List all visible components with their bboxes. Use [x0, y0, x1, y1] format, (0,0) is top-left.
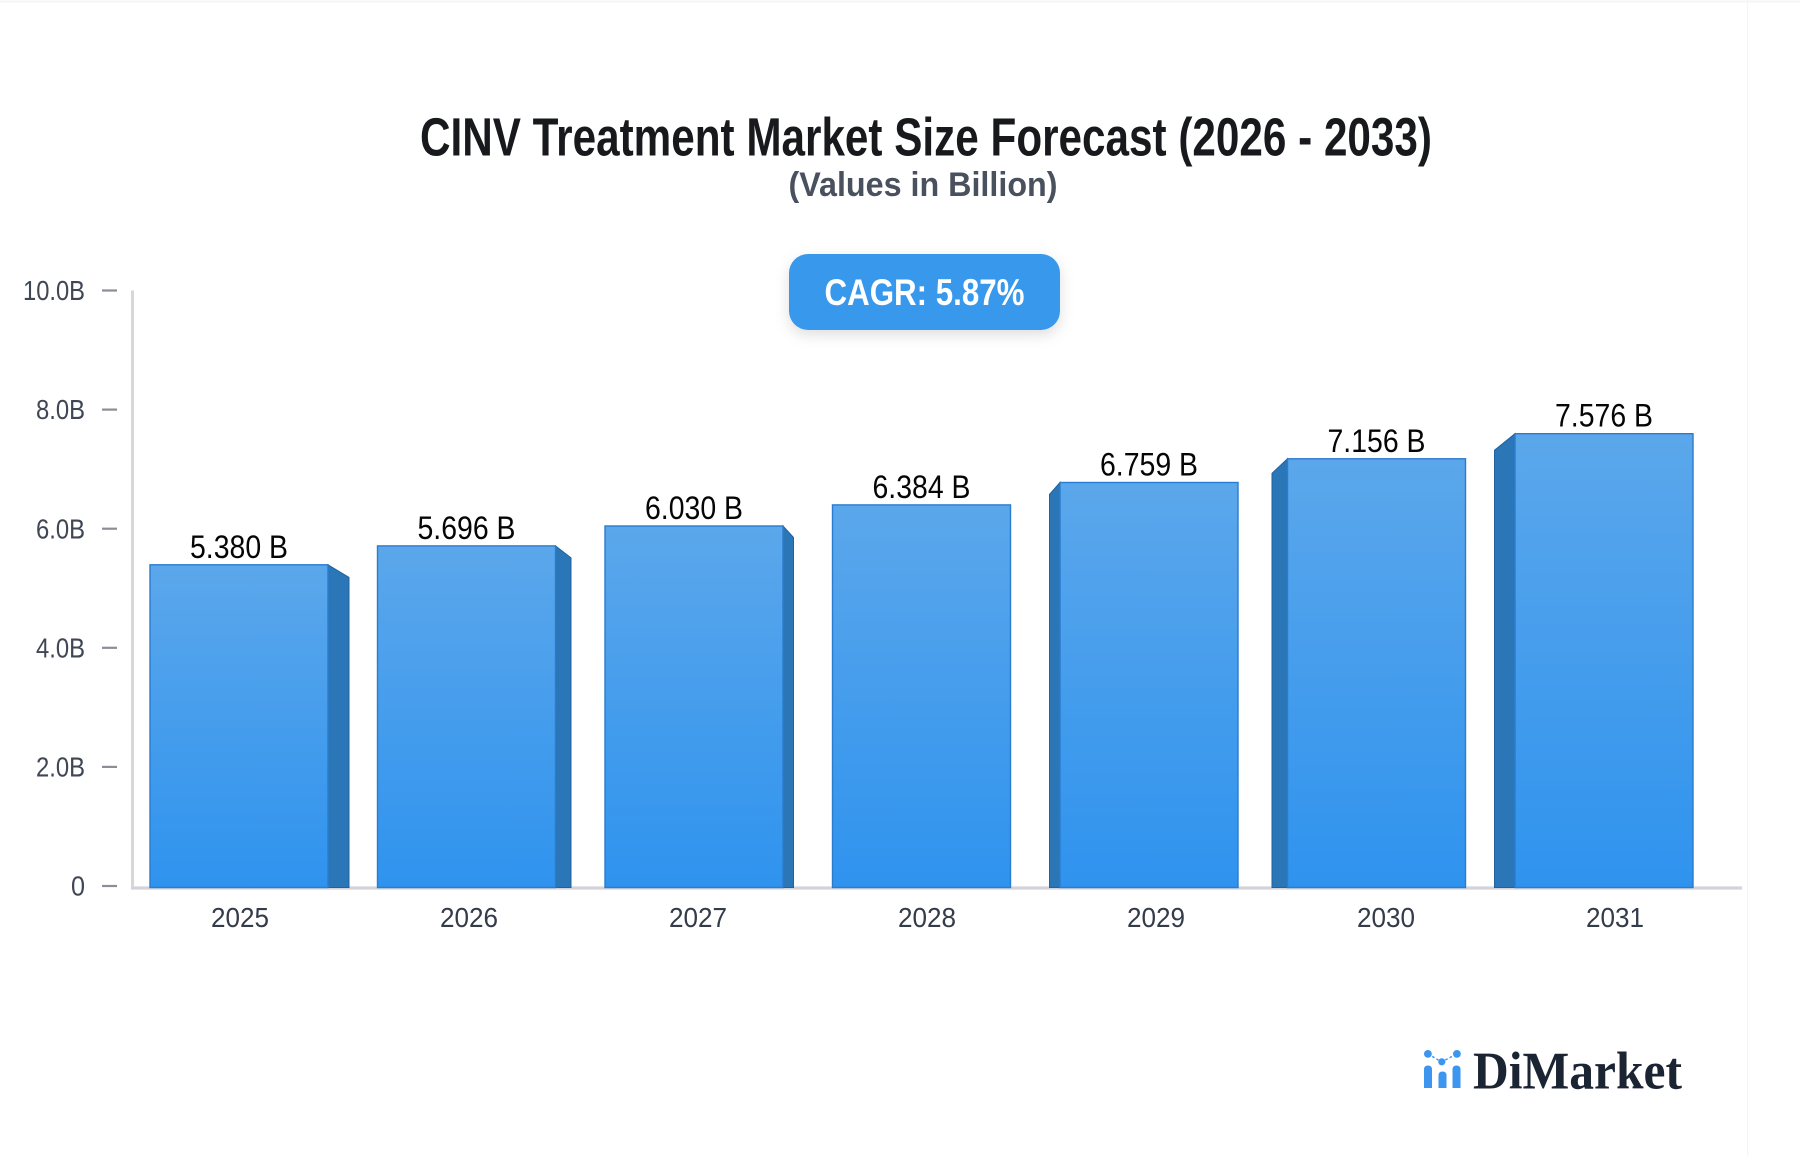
svg-text:7.576 B: 7.576 B — [1555, 398, 1653, 434]
svg-text:4.0B: 4.0B — [36, 632, 85, 663]
svg-text:(Values in Billion): (Values in Billion) — [789, 166, 1058, 204]
svg-text:DiMarket: DiMarket — [1473, 1043, 1682, 1101]
svg-text:2026: 2026 — [440, 902, 498, 933]
svg-text:5.380 B: 5.380 B — [190, 529, 288, 565]
svg-text:6.384 B: 6.384 B — [873, 469, 971, 505]
svg-text:CAGR: 5.87%: CAGR: 5.87% — [825, 272, 1025, 313]
svg-text:2025: 2025 — [211, 902, 269, 933]
svg-text:2.0B: 2.0B — [36, 752, 85, 783]
svg-text:2031: 2031 — [1586, 902, 1644, 933]
svg-text:5.696 B: 5.696 B — [418, 510, 516, 546]
svg-text:8.0B: 8.0B — [36, 394, 85, 425]
svg-text:2029: 2029 — [1127, 902, 1185, 933]
svg-text:10.0B: 10.0B — [23, 275, 85, 306]
svg-text:2030: 2030 — [1357, 902, 1415, 933]
svg-text:7.156 B: 7.156 B — [1328, 423, 1426, 459]
svg-text:6.0B: 6.0B — [36, 513, 85, 544]
svg-text:2028: 2028 — [898, 902, 956, 933]
svg-text:6.030 B: 6.030 B — [645, 490, 743, 526]
svg-text:CINV Treatment Market Size For: CINV Treatment Market Size Forecast (202… — [420, 108, 1432, 168]
svg-text:0: 0 — [71, 871, 85, 902]
svg-text:6.759 B: 6.759 B — [1100, 447, 1198, 483]
svg-text:2027: 2027 — [669, 902, 727, 933]
